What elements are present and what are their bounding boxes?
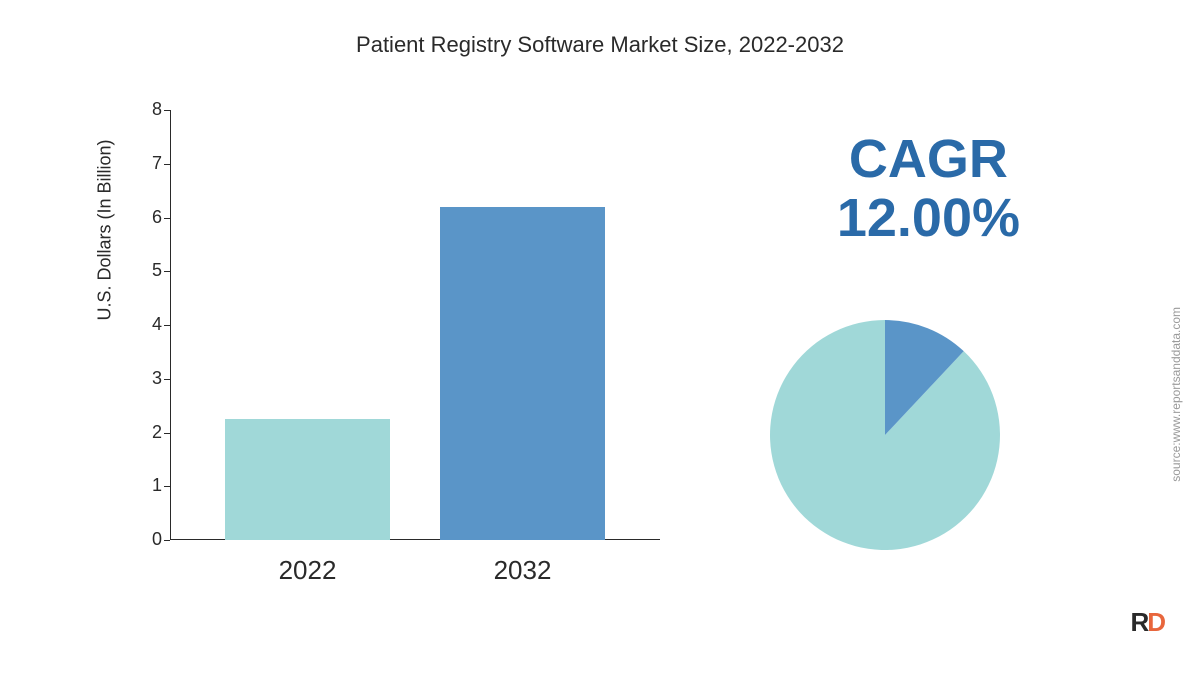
logo-r: R (1130, 607, 1147, 637)
bar-2032 (440, 207, 605, 540)
y-tick-label: 2 (132, 422, 162, 443)
x-tick-label: 2032 (488, 555, 558, 586)
y-tick-mark (164, 433, 170, 434)
y-tick-label: 7 (132, 153, 162, 174)
y-tick-label: 1 (132, 475, 162, 496)
brand-logo: RD (1130, 607, 1164, 638)
y-tick-mark (164, 540, 170, 541)
y-axis-label: U.S. Dollars (In Billion) (95, 139, 116, 320)
x-tick-label: 2022 (273, 555, 343, 586)
y-tick-mark (164, 379, 170, 380)
y-tick-label: 6 (132, 207, 162, 228)
bar-chart-plot: 20222032 (170, 110, 660, 540)
y-tick-label: 3 (132, 368, 162, 389)
source-attribution: source:www.reportsanddata.com (1169, 307, 1183, 482)
y-tick-mark (164, 325, 170, 326)
cagr-callout: CAGR 12.00% (837, 130, 1020, 249)
y-tick-mark (164, 164, 170, 165)
y-tick-label: 8 (132, 99, 162, 120)
cagr-value: 12.00% (837, 189, 1020, 248)
y-tick-label: 5 (132, 260, 162, 281)
y-axis-line (170, 110, 171, 540)
y-tick-label: 0 (132, 529, 162, 550)
y-tick-mark (164, 486, 170, 487)
bar-2022 (225, 419, 390, 540)
logo-d: D (1147, 607, 1164, 637)
y-tick-mark (164, 110, 170, 111)
pie-svg (770, 320, 1000, 550)
y-tick-mark (164, 271, 170, 272)
pie-chart (770, 320, 1000, 550)
cagr-label: CAGR (837, 130, 1020, 189)
y-tick-mark (164, 218, 170, 219)
y-tick-label: 4 (132, 314, 162, 335)
chart-title: Patient Registry Software Market Size, 2… (0, 0, 1200, 58)
